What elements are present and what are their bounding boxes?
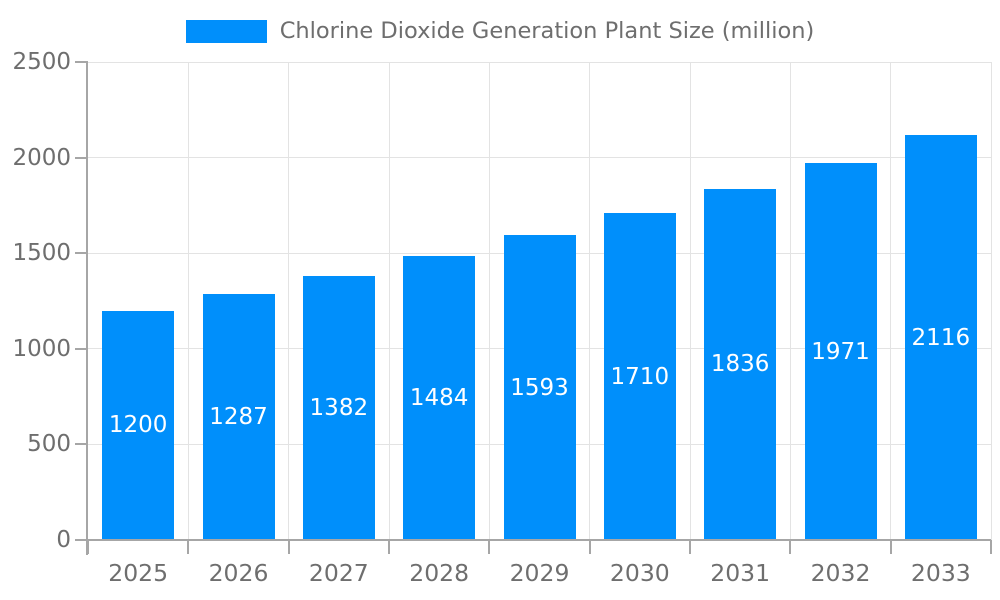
x-gridline [589,62,591,540]
x-axis-tick [488,540,491,554]
x-axis-tick [889,540,892,554]
bar-2027 [302,275,375,540]
x-gridline [488,62,490,540]
x-axis-tick [689,540,691,554]
x-axis-tick [588,540,591,554]
x-axis-label: 2033 [910,559,971,587]
x-axis-label: 2027 [308,559,369,587]
y-axis-tick [75,347,88,350]
x-gridline [388,62,390,540]
x-axis-tick [789,540,792,554]
x-axis-tick [87,540,89,554]
bar-2032 [804,163,877,540]
x-gridline [187,62,189,540]
legend: Chlorine Dioxide Generation Plant Size (… [0,18,1000,44]
x-axis-tick [990,540,992,554]
bar-value-label: 1971 [811,338,870,365]
x-axis-label: 2029 [509,559,570,587]
y-axis-label: 2000 [12,144,71,171]
y-axis-label: 2500 [12,49,71,75]
y-axis-tick [75,156,88,159]
x-axis-label: 2032 [810,559,871,587]
x-gridline [990,62,992,540]
x-axis-label: 2030 [609,559,670,587]
bar-2029 [503,235,576,540]
bar-2030 [603,213,676,540]
y-axis-label: 1000 [12,335,71,362]
y-gridline [88,157,991,159]
legend-swatch [185,19,267,43]
x-axis-tick [287,540,290,554]
bar-2025 [102,310,175,540]
y-axis-label: 500 [27,431,71,458]
y-axis-tick [75,252,88,255]
bar-value-label: 1287 [209,403,268,430]
bar-value-label: 1593 [510,374,569,401]
bar-2031 [704,188,777,540]
bar-2033 [904,135,977,540]
x-gridline [789,62,791,540]
x-axis-label: 2031 [710,559,771,587]
bar-value-label: 1836 [710,351,770,378]
x-gridline [890,62,892,540]
x-gridline [288,62,290,540]
y-axis-label: 0 [56,527,71,553]
bar-2028 [403,256,476,540]
y-axis-tick [75,443,88,446]
x-axis-label: 2026 [208,559,269,587]
x-axis-tick [388,540,390,554]
y-gridline [88,61,991,63]
bar-value-label: 1382 [309,394,369,421]
x-axis-label: 2025 [108,559,169,587]
bar-value-label: 2116 [911,324,971,351]
y-axis-label: 1500 [12,240,71,267]
x-axis-label: 2028 [409,559,470,587]
x-axis-line [75,539,991,541]
bar-value-label: 1484 [409,385,469,412]
y-axis-tick [75,61,88,63]
bar-value-label: 1200 [108,412,168,439]
y-axis-line [86,62,88,555]
x-gridline [689,62,691,540]
bar-value-label: 1710 [610,363,670,390]
bar-2026 [202,293,275,540]
legend-label: Chlorine Dioxide Generation Plant Size (… [279,18,815,44]
x-axis-tick [187,540,190,554]
